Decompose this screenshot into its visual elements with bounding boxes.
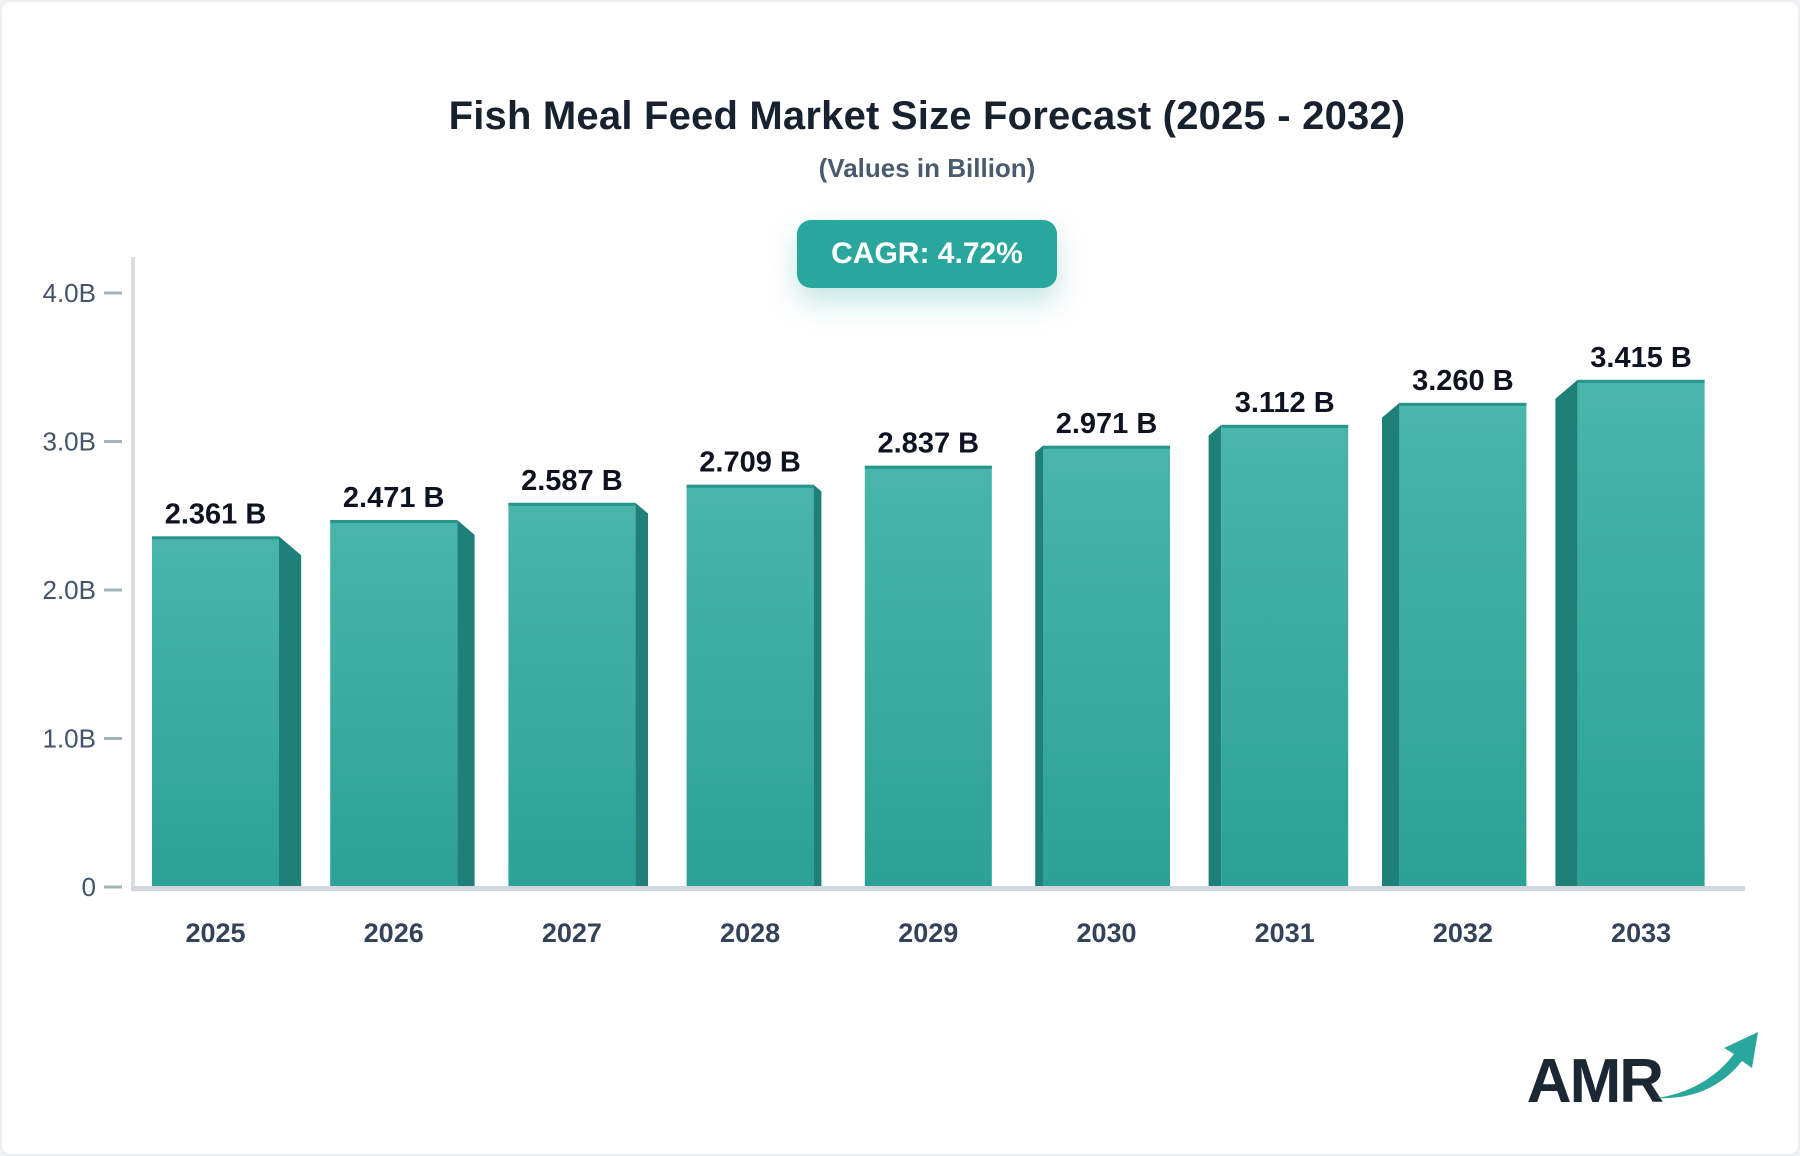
bar-2032 bbox=[1399, 402, 1527, 887]
x-axis-line bbox=[131, 886, 1745, 891]
x-axis-label-2032: 2032 bbox=[1433, 918, 1493, 948]
bar-value-label: 3.112 B bbox=[1235, 387, 1335, 419]
bar-side-2026 bbox=[457, 520, 475, 887]
bar-side-2031 bbox=[1208, 424, 1222, 887]
bar-value-label: 2.709 B bbox=[699, 447, 801, 479]
y-axis-tick-label: 3.0B bbox=[43, 427, 97, 457]
x-axis-label-2031: 2031 bbox=[1255, 918, 1315, 948]
bar-value-label: 3.260 B bbox=[1412, 365, 1514, 397]
y-axis-tick-label: 4.0B bbox=[43, 278, 97, 308]
bar-2029 bbox=[864, 465, 992, 887]
x-axis-label-2029: 2029 bbox=[898, 918, 958, 948]
bar-value-label: 3.415 B bbox=[1590, 342, 1692, 374]
x-axis-label-2026: 2026 bbox=[364, 918, 424, 948]
cagr-badge: CAGR: 4.72% bbox=[797, 220, 1057, 288]
bar-value-label: 2.837 B bbox=[878, 428, 980, 460]
bar-2030 bbox=[1043, 445, 1170, 887]
bar-2028 bbox=[686, 484, 814, 887]
bar-value-label: 2.587 B bbox=[521, 465, 623, 497]
bar-side-2027 bbox=[635, 502, 648, 887]
bar-2026 bbox=[330, 520, 458, 887]
bar-2025 bbox=[152, 536, 279, 887]
bar-2027 bbox=[508, 502, 636, 887]
chart-title: Fish Meal Feed Market Size Forecast (202… bbox=[448, 94, 1406, 138]
bar-side-2030 bbox=[1035, 445, 1043, 887]
x-axis-label-2030: 2030 bbox=[1076, 918, 1136, 948]
bar-value-label: 2.971 B bbox=[1056, 408, 1158, 440]
bar-value-label: 2.471 B bbox=[343, 482, 445, 514]
y-axis-tick-label: 0 bbox=[82, 872, 96, 902]
bar-side-2033 bbox=[1555, 379, 1578, 887]
growth-arrow-icon bbox=[1656, 1032, 1758, 1099]
bar-side-2025 bbox=[279, 536, 302, 887]
bar-value-label: 2.361 B bbox=[165, 498, 267, 530]
bar-side-2028 bbox=[813, 484, 822, 887]
x-axis-label-2033: 2033 bbox=[1611, 918, 1671, 948]
bar-2031 bbox=[1221, 424, 1349, 887]
y-axis-tick-label: 1.0B bbox=[43, 724, 97, 754]
x-axis-label-2027: 2027 bbox=[542, 918, 602, 948]
chart-header: Fish Meal Feed Market Size Forecast (202… bbox=[52, 2, 1798, 288]
bar-side-2032 bbox=[1382, 402, 1400, 887]
amr-logo-text: AMR bbox=[1526, 1047, 1664, 1117]
x-axis-label-2025: 2025 bbox=[185, 918, 245, 948]
y-axis-tick-label: 2.0B bbox=[43, 575, 97, 605]
x-axis-label-2028: 2028 bbox=[720, 918, 780, 948]
bar-2033 bbox=[1577, 379, 1705, 887]
chart-subtitle: (Values in Billion) bbox=[818, 153, 1036, 183]
amr-logo: AMR bbox=[1526, 1028, 1764, 1117]
